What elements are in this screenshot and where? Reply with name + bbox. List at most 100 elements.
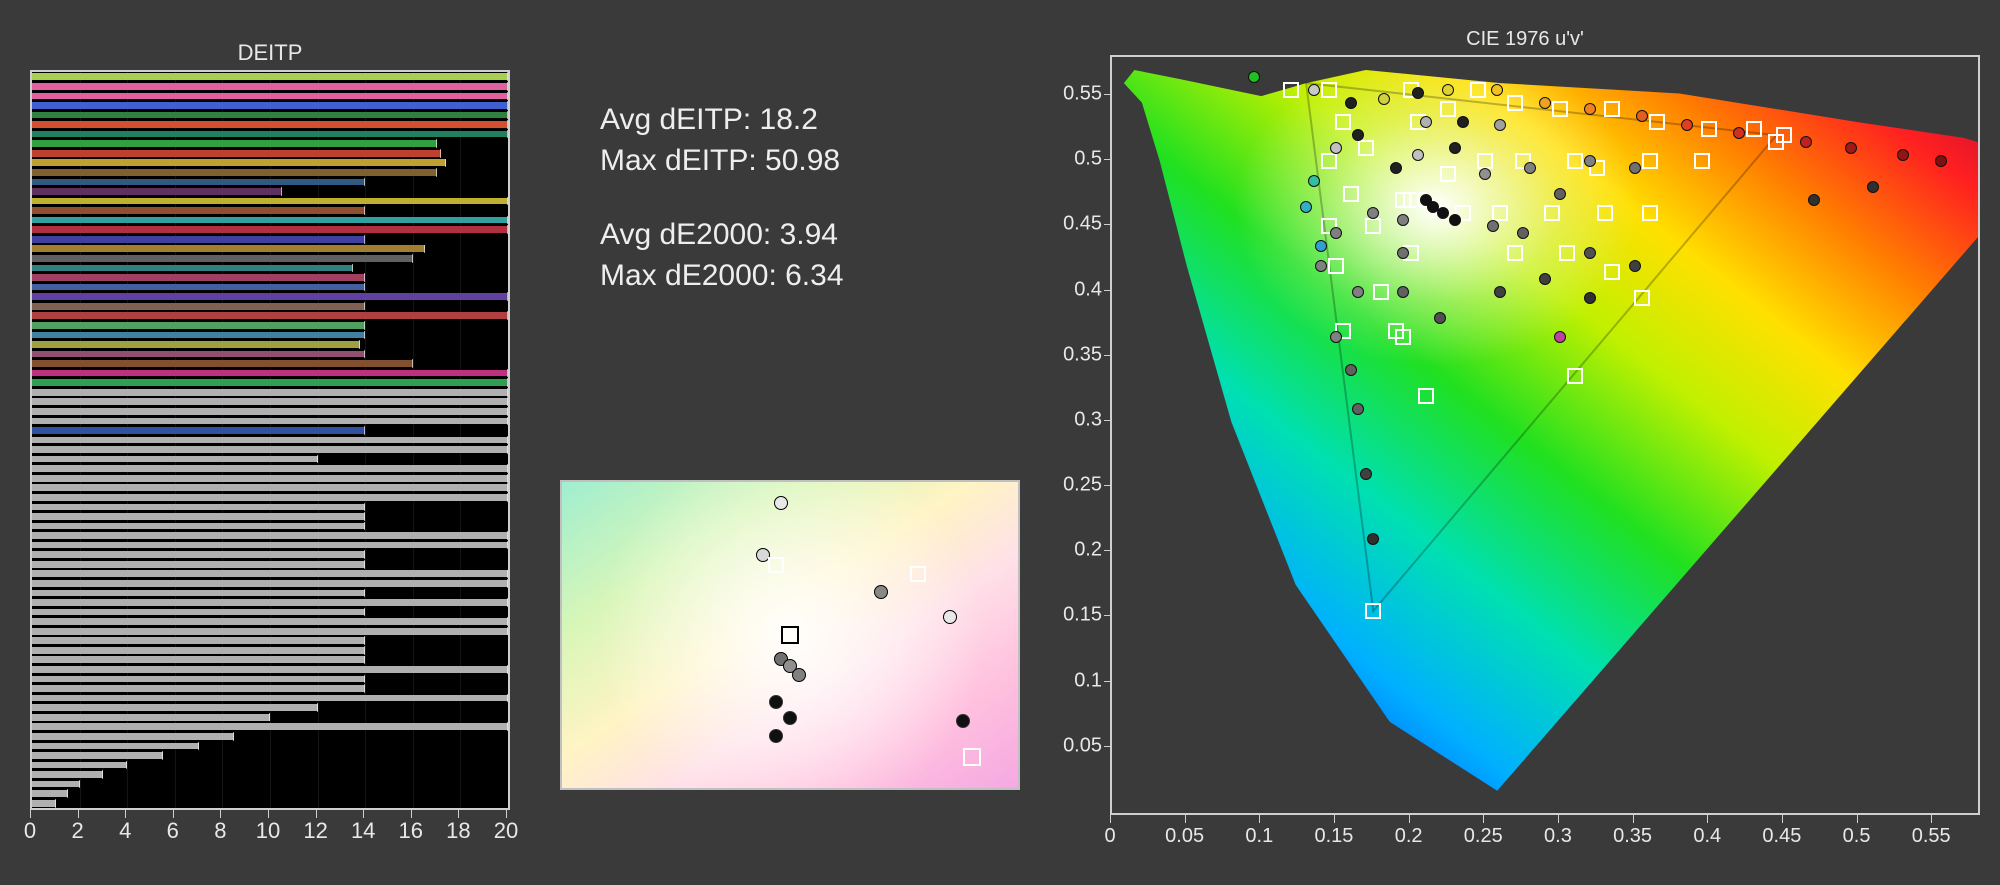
deitp-x-tick-label: 14 bbox=[351, 818, 375, 844]
deitp-bar bbox=[32, 484, 508, 491]
deitp-bar bbox=[32, 570, 508, 577]
deitp-bar bbox=[32, 532, 508, 539]
max-deitp-label: Max dEITP: bbox=[600, 144, 765, 177]
cie-y-tick-label: 0.3 bbox=[1074, 408, 1102, 431]
avg-deitp-value: 18.2 bbox=[760, 103, 818, 136]
deitp-bar bbox=[32, 255, 413, 262]
swatch-target-square bbox=[910, 566, 926, 582]
deitp-bar bbox=[32, 542, 508, 549]
cie-target-square bbox=[1567, 368, 1583, 384]
cie-x-tick-label: 0.25 bbox=[1464, 825, 1503, 848]
deitp-bar bbox=[32, 456, 318, 463]
cie-target-square bbox=[1507, 245, 1523, 261]
cie-target-square bbox=[1776, 127, 1792, 143]
cie-target-square bbox=[1634, 290, 1650, 306]
cie-x-tick-label: 0.1 bbox=[1245, 825, 1273, 848]
deitp-bar bbox=[32, 131, 508, 138]
deitp-bar bbox=[32, 379, 508, 386]
deitp-bar bbox=[32, 274, 365, 281]
deitp-bar bbox=[32, 351, 365, 358]
deitp-bar bbox=[32, 93, 508, 100]
deitp-bar bbox=[32, 590, 365, 597]
max-de2000-value: 6.34 bbox=[785, 259, 843, 292]
cie-target-square bbox=[1440, 166, 1456, 182]
cie-target-square bbox=[1283, 82, 1299, 98]
deitp-x-tick-label: 12 bbox=[303, 818, 327, 844]
calibration-report: DEITP 02468101214161820 Avg dEITP: 18.2 … bbox=[0, 0, 2000, 885]
cie-target-square bbox=[1544, 205, 1560, 221]
cie-target-square bbox=[1470, 82, 1486, 98]
cie-y-tick-label: 0.55 bbox=[1063, 83, 1102, 106]
deitp-bar bbox=[32, 121, 508, 128]
cie-x-tick-label: 0 bbox=[1104, 825, 1115, 848]
deitp-bar bbox=[32, 398, 508, 405]
cie-title: CIE 1976 u'v' bbox=[1070, 28, 1980, 51]
deitp-bar bbox=[32, 656, 365, 663]
cie-measured-point bbox=[1308, 175, 1320, 187]
deitp-bar bbox=[32, 800, 56, 807]
swatch-measured-point bbox=[783, 711, 797, 725]
deitp-bar bbox=[32, 475, 508, 482]
cie-target-square bbox=[1559, 245, 1575, 261]
cie-target-square bbox=[1335, 114, 1351, 130]
deitp-bar bbox=[32, 523, 365, 530]
deitp-bar bbox=[32, 169, 437, 176]
cie-target-square bbox=[1358, 140, 1374, 156]
deitp-bar bbox=[32, 676, 365, 683]
deitp-bar bbox=[32, 752, 163, 759]
deitp-bar bbox=[32, 494, 508, 501]
cie-x-tick-label: 0.15 bbox=[1314, 825, 1353, 848]
cie-measured-point bbox=[1584, 292, 1596, 304]
deitp-bar bbox=[32, 790, 68, 797]
avg-deitp-label: Avg dEITP: bbox=[600, 103, 760, 136]
cie-y-tick-label: 0.25 bbox=[1063, 474, 1102, 497]
swatch-measured-point bbox=[874, 585, 888, 599]
deitp-bar bbox=[32, 140, 437, 147]
deitp-bar bbox=[32, 370, 508, 377]
cie-target-square bbox=[1418, 388, 1434, 404]
cie-measured-point bbox=[1491, 84, 1503, 96]
deitp-bar bbox=[32, 360, 413, 367]
deitp-bar bbox=[32, 418, 508, 425]
cie-target-square bbox=[1343, 186, 1359, 202]
cie-measured-point bbox=[1345, 97, 1357, 109]
avg-de2000-value: 3.94 bbox=[780, 218, 838, 251]
cie-measured-point bbox=[1315, 240, 1327, 252]
max-deitp-value: 50.98 bbox=[765, 144, 840, 177]
swatch-target-square bbox=[768, 557, 784, 573]
deitp-x-tick-label: 4 bbox=[119, 818, 131, 844]
cie-measured-point bbox=[1494, 119, 1506, 131]
deitp-bar bbox=[32, 781, 80, 788]
deitp-bar bbox=[32, 150, 441, 157]
spectral-locus bbox=[1112, 57, 1978, 813]
deitp-bar bbox=[32, 207, 365, 214]
cie-measured-point bbox=[1442, 84, 1454, 96]
cie-measured-point bbox=[1412, 149, 1424, 161]
deitp-bar bbox=[32, 322, 365, 329]
deitp-bar bbox=[32, 437, 508, 444]
cie-measured-point bbox=[1733, 127, 1745, 139]
cie-target-square bbox=[1492, 205, 1508, 221]
cie-measured-point bbox=[1636, 110, 1648, 122]
deitp-bar bbox=[32, 226, 508, 233]
cie-measured-point bbox=[1420, 116, 1432, 128]
swatch-measured-point bbox=[774, 496, 788, 510]
deitp-x-axis: 02468101214161820 bbox=[30, 818, 510, 858]
cie-measured-point bbox=[1397, 286, 1409, 298]
avg-de2000-row: Avg dE2000: 3.94 bbox=[600, 215, 1020, 256]
deitp-bar bbox=[32, 73, 508, 80]
deitp-bar bbox=[32, 446, 508, 453]
deitp-bar bbox=[32, 647, 365, 654]
deitp-bar bbox=[32, 265, 353, 272]
deitp-bar bbox=[32, 112, 508, 119]
deitp-bar bbox=[32, 83, 508, 90]
cie-uv-chart bbox=[1110, 55, 1980, 815]
cie-measured-point bbox=[1517, 227, 1529, 239]
deitp-bar bbox=[32, 551, 365, 558]
deitp-bar bbox=[32, 695, 508, 702]
cie-target-square bbox=[1701, 121, 1717, 137]
deitp-bar bbox=[32, 198, 508, 205]
deitp-bar bbox=[32, 427, 365, 434]
cie-x-tick-label: 0.4 bbox=[1693, 825, 1721, 848]
cie-measured-point bbox=[1539, 273, 1551, 285]
